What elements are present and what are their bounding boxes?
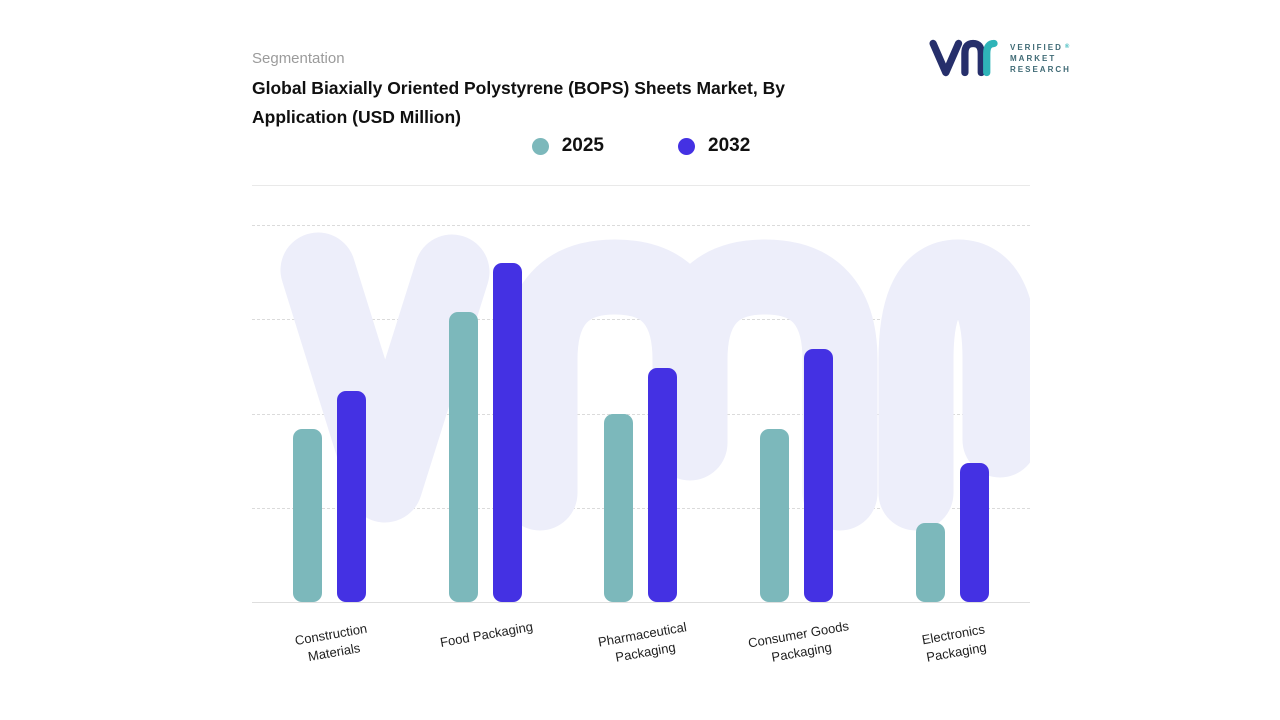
bar-2032-1[interactable] — [337, 390, 367, 602]
bar-group-4 — [719, 225, 875, 602]
bar-group-2 — [408, 225, 564, 602]
x-axis-label-1: Construction Materials — [294, 620, 369, 665]
bar-2025-5[interactable] — [915, 522, 945, 602]
legend-item-2025[interactable]: 2025 — [531, 135, 604, 157]
bar-group-1 — [252, 225, 408, 602]
gridline — [252, 507, 1030, 509]
bar-2025-1[interactable] — [293, 428, 323, 602]
x-label-slot-1: Construction Materials — [252, 612, 408, 707]
x-label-slot-5: Electronics Packaging — [874, 612, 1030, 707]
bar-2025-3[interactable] — [604, 413, 634, 602]
x-axis-label-4: Consumer Goods Packaging — [746, 618, 850, 665]
bar-2032-4[interactable] — [804, 349, 834, 602]
vmr-monogram-icon — [929, 39, 998, 77]
vmr-logo-line-market: MARKET — [1010, 53, 1057, 63]
bar-group-3 — [563, 225, 719, 602]
registered-trademark-symbol: ® — [1064, 43, 1072, 50]
chart-legend: 2025 2032 — [252, 135, 1030, 157]
page-title-line-1: Global Biaxially Oriented Polystyrene (B… — [252, 78, 785, 98]
x-label-slot-2: Food Packaging — [408, 612, 564, 707]
legend-swatch-2032 — [678, 137, 695, 155]
legend-item-2032[interactable]: 2032 — [678, 135, 750, 157]
legend-swatch-2025 — [531, 137, 549, 155]
bar-groups — [252, 225, 1030, 602]
bar-2032-2[interactable] — [492, 262, 522, 602]
gridline — [252, 413, 1030, 415]
vmr-logo-line-verified: VERIFIED — [1010, 42, 1063, 52]
legend-label-2025: 2025 — [561, 135, 604, 156]
bar-2032-5[interactable] — [959, 462, 989, 602]
vmr-logo: VERIFIED ® MARKET RESEARCH — [928, 38, 1071, 78]
page-title: Global Biaxially Oriented Polystyrene (B… — [252, 74, 952, 132]
x-axis-label-2: Food Packaging — [439, 618, 535, 650]
bar-2025-2[interactable] — [448, 311, 478, 602]
x-label-slot-3: Pharmaceutical Packaging — [563, 612, 719, 707]
x-axis-label-5: Electronics Packaging — [921, 621, 988, 665]
vmr-logo-wordmark: VERIFIED ® MARKET RESEARCH — [1010, 42, 1071, 75]
x-axis-label-3: Pharmaceutical Packaging — [597, 619, 688, 665]
bar-2032-3[interactable] — [648, 368, 678, 602]
gridline — [252, 225, 1030, 226]
x-label-slot-4: Consumer Goods Packaging — [719, 612, 875, 707]
plot-area — [252, 225, 1030, 603]
bar-2025-4[interactable] — [760, 428, 790, 602]
segmentation-label: Segmentation — [252, 50, 345, 67]
vmr-logo-line-research: RESEARCH — [1010, 64, 1071, 74]
header-divider — [252, 185, 1030, 186]
bar-group-5 — [874, 225, 1030, 602]
x-axis-labels: Construction Materials Food Packaging Pharm… — [252, 612, 1030, 707]
legend-label-2032: 2032 — [708, 135, 751, 156]
vmr-watermark-icon — [280, 232, 1030, 531]
page-title-line-2: Application (USD Million) — [252, 107, 462, 127]
